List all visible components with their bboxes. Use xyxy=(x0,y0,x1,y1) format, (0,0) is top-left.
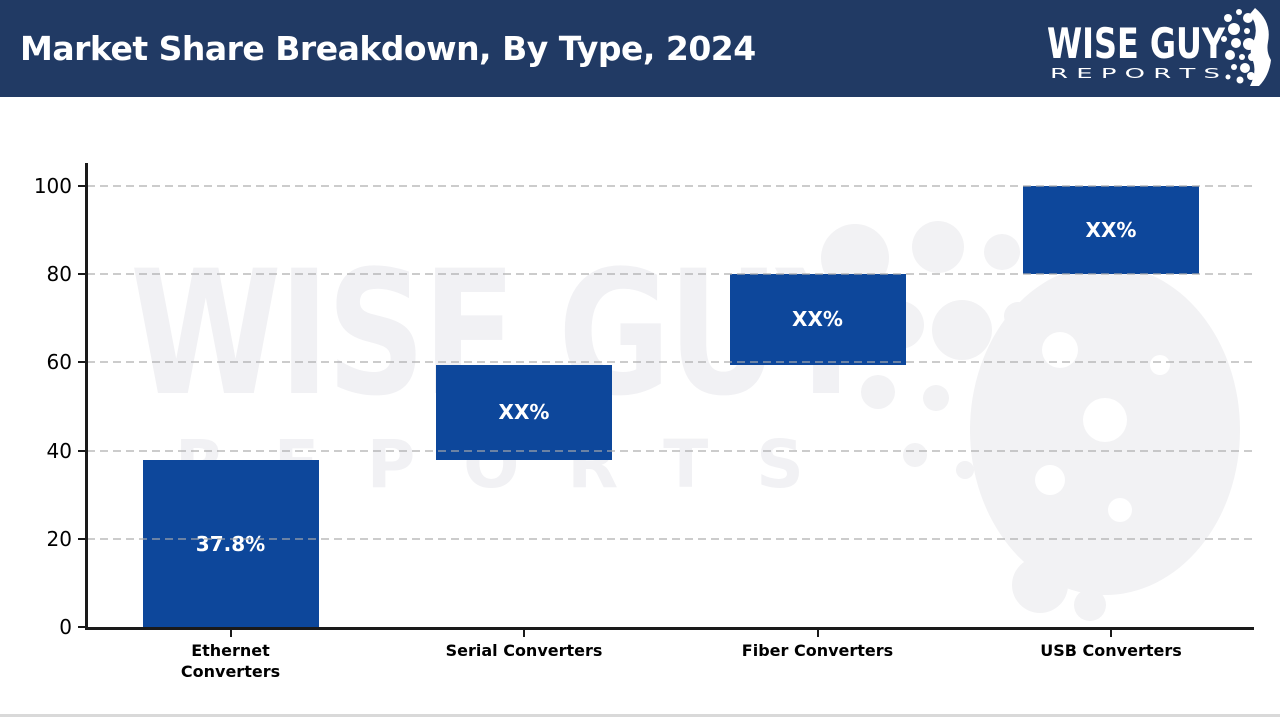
y-tick-label: 0 xyxy=(59,615,72,639)
y-tick-mark xyxy=(78,361,87,364)
bar-serial-converters: XX% xyxy=(436,364,612,461)
y-axis-line xyxy=(85,163,88,630)
gridline-y-80 xyxy=(87,273,1254,276)
x-tick-mark xyxy=(1110,629,1112,637)
page-title: Market Share Breakdown, By Type, 2024 xyxy=(20,29,756,68)
y-tick-label: 40 xyxy=(46,438,72,463)
logo-dotted-head-icon xyxy=(1221,8,1271,86)
bar-value-label: XX% xyxy=(792,307,843,332)
y-tick-mark xyxy=(78,273,87,276)
header-bar: Market Share Breakdown, By Type, 2024 WI… xyxy=(0,0,1280,97)
gridline-y-20 xyxy=(87,537,1254,540)
y-tick-mark xyxy=(78,537,87,540)
bar-usb-converters: XX% xyxy=(1023,186,1199,275)
x-tick-label-fiber-converters: Fiber Converters xyxy=(741,641,894,660)
logo-wiseguy-text: WISE GUY xyxy=(1047,19,1225,68)
x-axis-line xyxy=(85,627,1254,630)
x-tick-mark xyxy=(229,629,232,637)
wise-guy-reports-logo: WISE GUY R E P O R T S xyxy=(1047,8,1271,86)
bar-fiber-converters: XX% xyxy=(729,274,906,365)
x-tick-label-serial-converters: Serial Converters xyxy=(445,641,603,660)
y-tick-mark xyxy=(78,626,87,628)
x-tick-mark xyxy=(523,629,525,637)
bar-value-label: 37.8% xyxy=(195,531,266,556)
y-tick-label: 80 xyxy=(46,262,72,287)
y-tick-label: 20 xyxy=(46,526,72,551)
gridline-y-40 xyxy=(87,449,1254,452)
x-tick-mark xyxy=(816,629,819,637)
y-tick-label: 100 xyxy=(33,174,72,198)
bar-value-label: XX% xyxy=(1085,218,1137,243)
bar-ethernet-converters: 37.8% xyxy=(142,460,319,627)
y-tick-mark xyxy=(78,185,87,187)
x-tick-label-usb-converters: USB Converters xyxy=(1040,641,1182,660)
gridline-y-60 xyxy=(87,361,1254,364)
bar-value-label: XX% xyxy=(498,400,550,425)
x-tick-label-ethernet-converters: Ethernet Converters xyxy=(180,641,281,681)
logo-reports-text: R E P O R T S xyxy=(1050,67,1220,82)
gridline-y-100 xyxy=(87,185,1254,187)
footer-divider xyxy=(0,714,1280,717)
y-tick-label: 60 xyxy=(46,350,72,375)
y-tick-mark xyxy=(78,449,87,452)
